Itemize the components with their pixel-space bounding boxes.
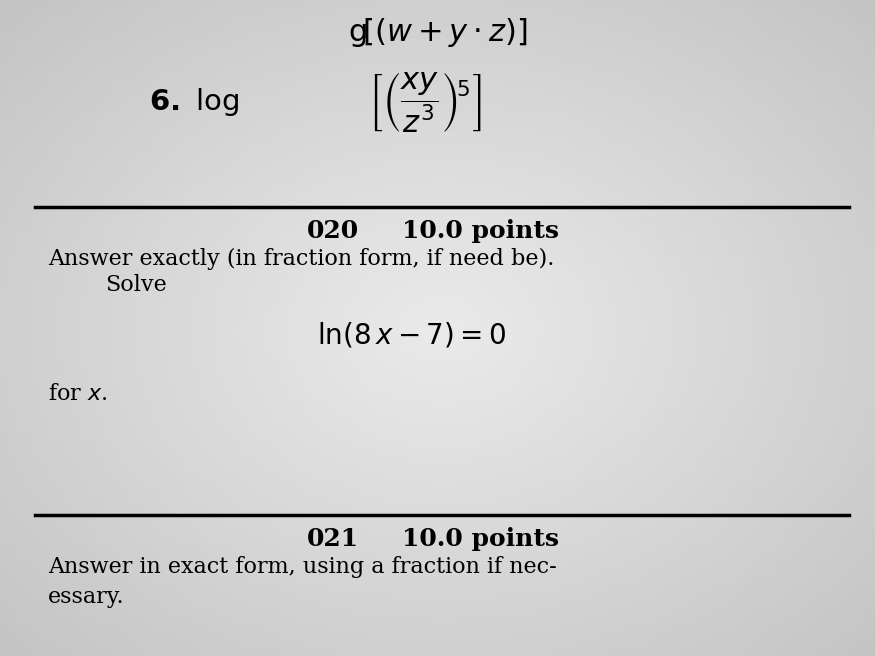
Text: $\mathbf{6.}\ \mathrm{log}$: $\mathbf{6.}\ \mathrm{log}$ bbox=[149, 86, 239, 117]
Text: Solve: Solve bbox=[105, 274, 167, 297]
Text: Answer exactly (in fraction form, if need be).: Answer exactly (in fraction form, if nee… bbox=[48, 248, 555, 270]
Text: $\mathrm{g}\!\left[(w+y \cdot z)\right]$: $\mathrm{g}\!\left[(w+y \cdot z)\right]$ bbox=[347, 16, 528, 49]
Text: for $x$.: for $x$. bbox=[48, 382, 108, 405]
Text: Answer in exact form, using a fraction if nec-: Answer in exact form, using a fraction i… bbox=[48, 556, 556, 579]
Text: 020: 020 bbox=[306, 219, 359, 243]
Text: essary.: essary. bbox=[48, 586, 125, 608]
Text: 10.0 points: 10.0 points bbox=[402, 527, 559, 551]
Text: 10.0 points: 10.0 points bbox=[402, 219, 559, 243]
Text: 021: 021 bbox=[306, 527, 359, 551]
Text: $\left[\left(\dfrac{xy}{z^3}\right)^{\!5}\right]$: $\left[\left(\dfrac{xy}{z^3}\right)^{\!5… bbox=[368, 70, 481, 134]
Text: $\mathrm{ln}(8\,x - 7) = 0$: $\mathrm{ln}(8\,x - 7) = 0$ bbox=[317, 320, 506, 349]
